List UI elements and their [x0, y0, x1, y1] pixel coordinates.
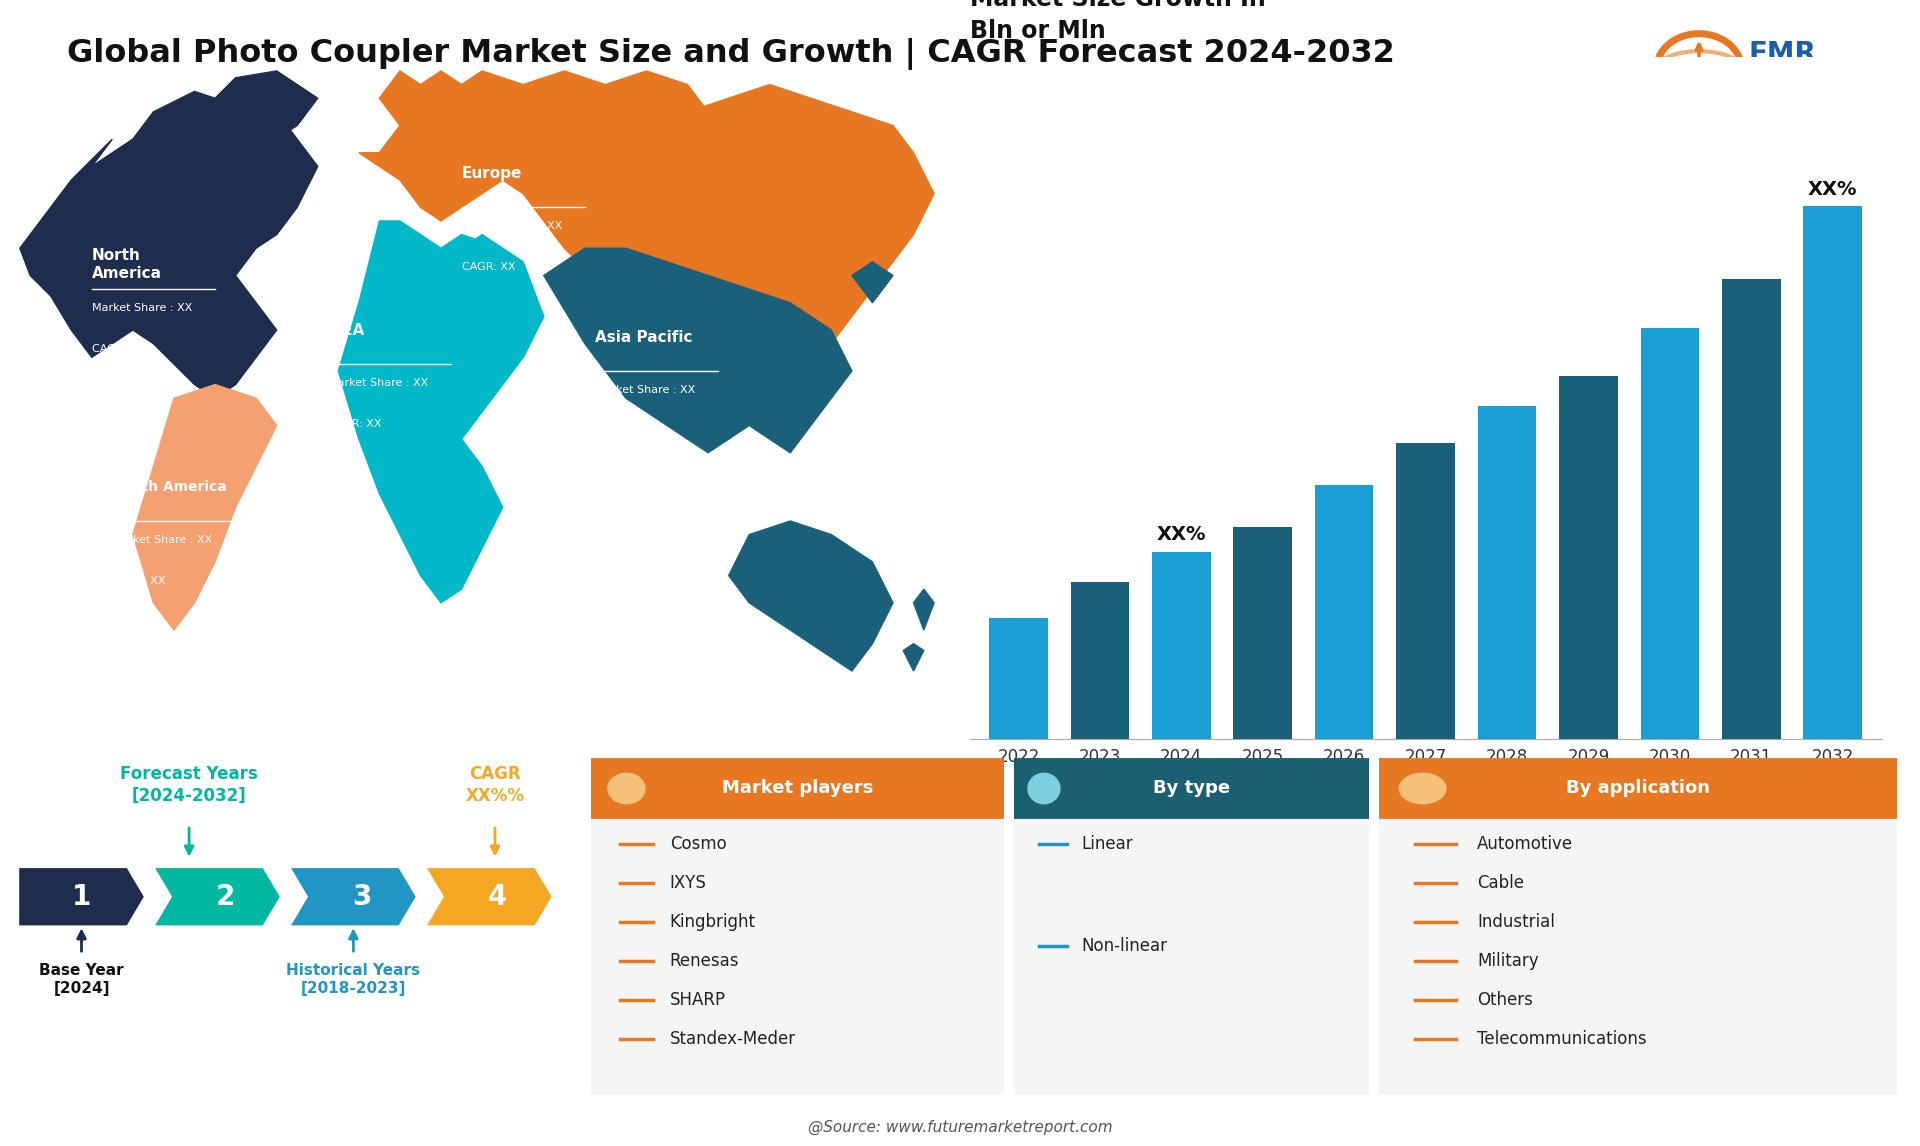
- Polygon shape: [524, 85, 935, 358]
- Bar: [989, 618, 1048, 739]
- Text: Market Share : XX: Market Share : XX: [595, 385, 695, 394]
- Text: Renesas: Renesas: [670, 952, 739, 971]
- Polygon shape: [426, 869, 551, 926]
- Polygon shape: [852, 261, 893, 303]
- Polygon shape: [461, 235, 543, 358]
- Polygon shape: [19, 869, 144, 926]
- Text: FUTURE MARKET REPORT: FUTURE MARKET REPORT: [1749, 87, 1828, 92]
- Text: 4: 4: [488, 882, 507, 911]
- Bar: [1478, 406, 1536, 739]
- Text: Asia Pacific: Asia Pacific: [595, 330, 693, 345]
- Text: 1: 1: [71, 882, 90, 911]
- Text: CAGR: XX: CAGR: XX: [461, 261, 515, 272]
- Text: Market players: Market players: [722, 779, 874, 798]
- Text: By type: By type: [1152, 779, 1231, 798]
- Text: Linear: Linear: [1081, 835, 1133, 854]
- Text: Market Share : XX: Market Share : XX: [92, 303, 192, 313]
- Bar: [1396, 442, 1455, 739]
- Text: Military: Military: [1476, 952, 1538, 971]
- Polygon shape: [914, 589, 935, 630]
- Text: @Source: www.futuremarketreport.com: @Source: www.futuremarketreport.com: [808, 1120, 1112, 1135]
- Circle shape: [609, 774, 645, 803]
- Text: Market Share : XX: Market Share : XX: [461, 221, 563, 231]
- Bar: [1640, 328, 1699, 739]
- Text: XX%: XX%: [1156, 525, 1206, 544]
- Text: Standex-Meder: Standex-Meder: [670, 1030, 797, 1049]
- Polygon shape: [292, 869, 415, 926]
- Polygon shape: [156, 869, 280, 926]
- Text: 3: 3: [351, 882, 372, 911]
- Text: MEA: MEA: [328, 323, 365, 338]
- Text: CAGR: XX: CAGR: XX: [328, 418, 382, 429]
- Polygon shape: [132, 385, 276, 630]
- Polygon shape: [902, 644, 924, 672]
- Text: Market Share : XX: Market Share : XX: [328, 378, 428, 387]
- Polygon shape: [338, 221, 543, 603]
- Text: CAGR: XX: CAGR: XX: [595, 425, 649, 435]
- Text: Others: Others: [1476, 991, 1532, 1010]
- Text: Automotive: Automotive: [1476, 835, 1572, 854]
- Text: CAGR: XX: CAGR: XX: [113, 575, 165, 586]
- FancyBboxPatch shape: [1010, 817, 1373, 1098]
- Polygon shape: [543, 249, 852, 453]
- Text: Forecast Years
[2024-2032]: Forecast Years [2024-2032]: [121, 766, 257, 806]
- FancyBboxPatch shape: [1373, 817, 1903, 1098]
- Text: Photo Coupler
Market Size Growth In
Bln or Mln: Photo Coupler Market Size Growth In Bln …: [970, 0, 1265, 42]
- Text: CAGR
XX%%: CAGR XX%%: [465, 766, 524, 806]
- Bar: [1559, 376, 1619, 739]
- Text: By application: By application: [1567, 779, 1709, 798]
- Text: Historical Years
[2018-2023]: Historical Years [2018-2023]: [286, 963, 420, 996]
- Text: 2: 2: [217, 882, 236, 911]
- FancyBboxPatch shape: [1008, 758, 1375, 819]
- Polygon shape: [359, 71, 730, 221]
- Text: Europe: Europe: [461, 166, 522, 181]
- Bar: [1233, 527, 1292, 739]
- Text: North
America: North America: [92, 249, 161, 281]
- Text: Global Photo Coupler Market Size and Growth | CAGR Forecast 2024-2032: Global Photo Coupler Market Size and Gro…: [67, 38, 1396, 70]
- Text: FMR: FMR: [1749, 40, 1816, 69]
- Circle shape: [1400, 774, 1446, 803]
- FancyBboxPatch shape: [586, 758, 1010, 819]
- Text: Industrial: Industrial: [1476, 913, 1555, 932]
- Text: Kingbright: Kingbright: [670, 913, 756, 932]
- Text: Base Year
[2024]: Base Year [2024]: [38, 963, 123, 996]
- Circle shape: [1027, 774, 1060, 803]
- Text: Cosmo: Cosmo: [670, 835, 726, 854]
- Text: IXYS: IXYS: [670, 874, 707, 893]
- Bar: [1071, 582, 1129, 739]
- Polygon shape: [730, 521, 893, 672]
- Bar: [1315, 485, 1373, 739]
- Bar: [1803, 206, 1862, 739]
- Bar: [1152, 551, 1212, 739]
- Bar: [1722, 280, 1780, 739]
- Text: Cable: Cable: [1476, 874, 1524, 893]
- Text: Telecommunications: Telecommunications: [1476, 1030, 1647, 1049]
- Text: South America: South America: [113, 480, 227, 494]
- FancyBboxPatch shape: [588, 817, 1008, 1098]
- Polygon shape: [236, 71, 319, 139]
- Text: Non-linear: Non-linear: [1081, 936, 1167, 955]
- Text: SHARP: SHARP: [670, 991, 726, 1010]
- Polygon shape: [19, 78, 319, 398]
- Text: Market Share : XX: Market Share : XX: [113, 534, 213, 544]
- Text: XX%: XX%: [1809, 180, 1857, 199]
- Text: CAGR: XX: CAGR: XX: [92, 344, 146, 354]
- FancyBboxPatch shape: [1371, 758, 1905, 819]
